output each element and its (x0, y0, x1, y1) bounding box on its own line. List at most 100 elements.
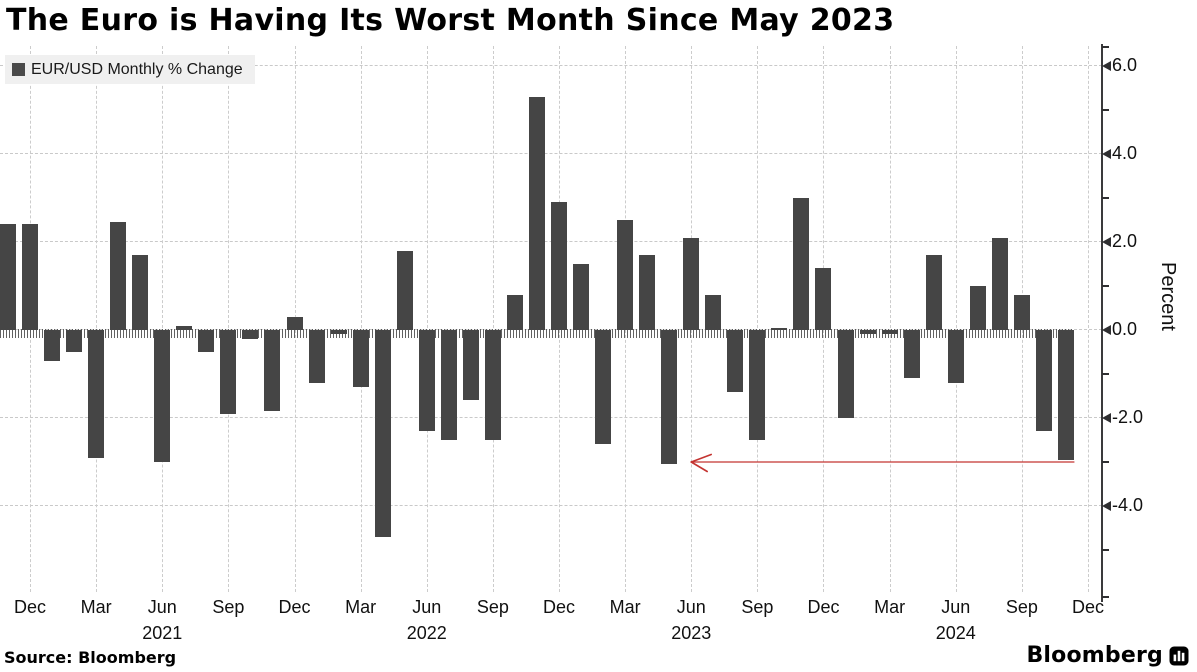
x-axis-tick-label: Jun (147, 597, 177, 617)
gridline-vertical (96, 46, 98, 592)
x-axis-year-label: 2024 (935, 623, 976, 643)
x-axis-tick-label: Jun (941, 597, 971, 617)
y-axis-major-tick (1102, 237, 1111, 247)
gridline-vertical (228, 46, 230, 592)
x-axis-tick-label: Jun (412, 597, 442, 617)
bar-mar-2021 (88, 330, 105, 458)
gridline-vertical (1087, 46, 1089, 592)
bar-jun-2021 (154, 330, 171, 462)
bloomberg-wordmark: Bloomberg (1026, 643, 1163, 668)
bar-nov-2023 (793, 198, 810, 330)
y-axis-tick-label: 2.0 (1112, 231, 1138, 251)
bar-oct-2022 (506, 294, 523, 330)
bar-jul-2023 (705, 294, 722, 330)
bar-oct-2023 (771, 327, 788, 330)
bar-oct-2021 (242, 330, 259, 339)
bar-dec-2022 (551, 202, 567, 330)
y-axis-major-tick (1102, 413, 1111, 423)
x-axis-tick-label: Mar (80, 597, 112, 617)
bar-sep-2021 (220, 330, 237, 414)
x-axis-tick-label: Sep (741, 597, 774, 617)
bar-dec-2020 (22, 224, 39, 330)
bar-aug-2023 (727, 330, 744, 392)
y-axis-end-tick (1102, 46, 1109, 48)
bar-mar-2022 (352, 330, 369, 388)
y-axis-minor-tick (1102, 109, 1109, 111)
y-axis-major-tick (1102, 61, 1111, 71)
legend-label: EUR/USD Monthly % Change (31, 60, 243, 78)
y-axis-minor-tick (1102, 549, 1109, 551)
chart-title: The Euro is Having Its Worst Month Since… (6, 3, 895, 38)
bar-dec-2023 (815, 268, 832, 330)
bar-feb-2021 (66, 330, 83, 352)
legend-swatch-icon (12, 63, 25, 76)
y-axis-major-tick (1102, 501, 1111, 511)
x-axis-year-label: 2022 (406, 623, 447, 643)
bar-jun-2022 (418, 330, 435, 432)
bar-aug-2021 (198, 330, 215, 352)
bar-aug-2022 (462, 330, 479, 401)
bar-aug-2024 (991, 237, 1008, 330)
y-axis-minor-tick (1102, 197, 1109, 199)
gridline-vertical (757, 46, 759, 592)
x-axis-tick-label: Mar (874, 597, 906, 617)
bar-apr-2024 (903, 330, 920, 379)
bloomberg-logo: Bloomberg (1026, 643, 1189, 668)
bar-dec-2021 (286, 316, 303, 330)
bar-jan-2023 (573, 264, 590, 330)
bar-sep-2022 (484, 330, 501, 440)
bar-feb-2022 (330, 330, 347, 335)
bar-nov-2020 (0, 224, 16, 330)
y-axis-tick-label: 6.0 (1112, 55, 1138, 75)
bar-jan-2021 (44, 330, 61, 361)
gridline-vertical (162, 46, 164, 592)
gridline-horizontal (0, 505, 1102, 506)
bar-may-2023 (661, 330, 678, 465)
bar-jul-2024 (969, 286, 986, 330)
x-axis-tick-label: Sep (476, 597, 509, 617)
bar-feb-2024 (859, 330, 876, 335)
gridline-vertical (955, 46, 957, 592)
y-axis-line (1101, 44, 1103, 602)
x-axis-tick-label: Mar (345, 597, 377, 617)
x-axis-tick-label: Dec (542, 597, 576, 617)
y-axis-major-tick (1102, 325, 1111, 335)
bar-sep-2023 (749, 330, 766, 440)
bar-sep-2024 (1013, 294, 1030, 330)
gridline-vertical (889, 46, 891, 592)
gridline-horizontal (0, 417, 1102, 418)
gridline-horizontal (0, 153, 1102, 154)
y-axis-minor-tick (1102, 461, 1109, 463)
bar-mar-2023 (617, 220, 634, 330)
bar-jan-2022 (308, 330, 325, 383)
gridline-vertical (360, 46, 362, 592)
gridline-horizontal (0, 65, 1102, 66)
y-axis-tick-label: 4.0 (1112, 143, 1138, 163)
bar-oct-2024 (1035, 330, 1052, 432)
x-axis-year-label: 2021 (142, 623, 183, 643)
x-axis-tick-label: Jun (676, 597, 706, 617)
bar-nov-2021 (264, 330, 281, 412)
y-axis-tick-label: -2.0 (1112, 407, 1144, 427)
bar-feb-2023 (595, 330, 612, 445)
bar-may-2024 (925, 255, 942, 330)
y-axis-minor-tick (1102, 373, 1109, 375)
x-axis-tick-label: Sep (212, 597, 245, 617)
gridline-vertical (492, 46, 494, 592)
gridline-vertical (426, 46, 428, 592)
y-axis-tick-label: -4.0 (1112, 495, 1144, 515)
y-axis-title: Percent (1157, 262, 1179, 331)
bar-jun-2023 (683, 237, 700, 330)
bar-apr-2022 (374, 330, 391, 537)
x-axis-tick-label: Mar (609, 597, 641, 617)
zero-baseline (0, 329, 1074, 338)
y-axis-tick-label: 0.0 (1112, 319, 1138, 339)
bar-mar-2024 (881, 330, 898, 335)
bar-jul-2021 (176, 325, 193, 330)
bar-jun-2024 (947, 330, 964, 383)
bar-nov-2022 (528, 96, 545, 330)
y-axis-major-tick (1102, 149, 1111, 159)
legend: EUR/USD Monthly % Change (5, 55, 255, 84)
